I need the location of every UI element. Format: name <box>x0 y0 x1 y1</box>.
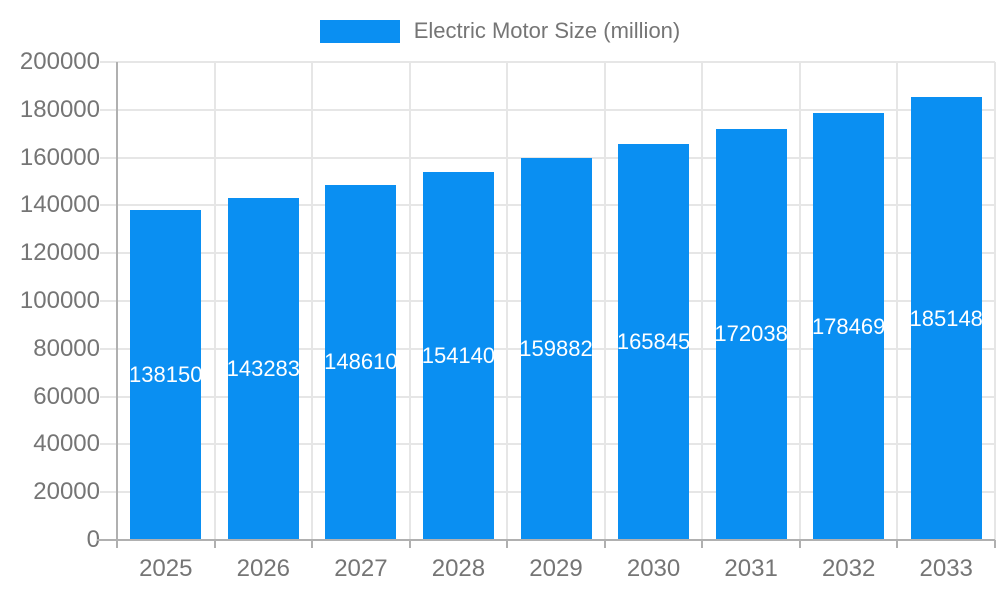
bar-value-label: 148610 <box>325 349 397 375</box>
bar-2028[interactable]: 154140 <box>422 171 494 540</box>
bar-value-label: 138150 <box>130 361 202 387</box>
bar-value-label: 172038 <box>715 321 787 347</box>
y-axis-tick-label: 40000 <box>33 430 100 458</box>
y-axis-tick-label: 0 <box>86 526 100 553</box>
v-gridline <box>506 62 509 540</box>
legend-swatch-icon <box>319 19 400 43</box>
v-gridline <box>896 62 899 540</box>
v-gridline <box>798 62 801 540</box>
y-axis-tick-label: 200000 <box>19 48 100 75</box>
x-axis-tick-label: 2032 <box>821 555 876 582</box>
v-gridline <box>994 62 996 540</box>
y-axis-tick-label: 100000 <box>19 287 100 314</box>
v-gridline <box>701 62 704 540</box>
bar-value-label: 159882 <box>520 335 592 361</box>
y-axis-tick-label: 120000 <box>19 239 100 267</box>
bar-2027[interactable]: 148610 <box>325 184 397 540</box>
bar-value-label: 154140 <box>422 342 494 368</box>
bar-value-label: 185148 <box>910 305 982 331</box>
x-axis-tick-label: 2029 <box>529 555 583 582</box>
x-axis-tick <box>701 540 704 548</box>
x-axis-tick-label: 2028 <box>431 555 486 582</box>
v-gridline <box>603 62 606 540</box>
bar-2031[interactable]: 172038 <box>715 128 787 540</box>
y-axis-tick-label: 80000 <box>33 334 100 362</box>
x-axis-tick-label: 2030 <box>626 555 681 582</box>
x-axis-tick <box>603 540 606 548</box>
x-axis-tick-label: 2031 <box>724 555 778 582</box>
h-gridline <box>100 108 995 111</box>
bar-2026[interactable]: 143283 <box>227 197 299 540</box>
y-axis-tick-label: 140000 <box>19 191 100 219</box>
x-axis-tick-label: 2033 <box>919 555 973 582</box>
x-axis-tick <box>896 540 899 548</box>
bar-value-label: 165845 <box>618 328 690 354</box>
h-gridline <box>100 61 995 63</box>
x-axis-tick-label: 2027 <box>334 555 388 582</box>
bar-2032[interactable]: 178469 <box>813 113 885 540</box>
bar-2030[interactable]: 165845 <box>618 143 690 540</box>
y-axis-tick-label: 160000 <box>19 143 100 171</box>
x-axis-tick-label: 2025 <box>139 555 193 582</box>
h-gridline <box>100 156 995 159</box>
bar-value-label: 178469 <box>813 313 885 339</box>
bar-2029[interactable]: 159882 <box>520 157 592 540</box>
x-axis-tick <box>994 540 996 548</box>
v-gridline <box>311 62 314 540</box>
y-axis-tick-label: 20000 <box>33 478 100 506</box>
x-axis-tick-label: 2026 <box>236 555 291 582</box>
x-axis-tick <box>213 540 216 548</box>
y-axis-line <box>116 62 118 548</box>
v-gridline <box>408 62 411 540</box>
y-axis-tick-label: 180000 <box>19 95 100 123</box>
bar-2033[interactable]: 185148 <box>910 97 982 540</box>
bar-2025[interactable]: 138150 <box>130 209 202 540</box>
v-gridline <box>213 62 216 540</box>
legend-label: Electric Motor Size (million) <box>413 18 681 43</box>
x-axis-tick <box>798 540 801 548</box>
x-axis-tick <box>311 540 314 548</box>
bar-value-label: 143283 <box>227 355 299 381</box>
x-axis-tick <box>408 540 411 548</box>
x-axis-tick <box>506 540 509 548</box>
legend[interactable]: Electric Motor Size (million) <box>0 18 1000 44</box>
y-axis-tick-label: 60000 <box>33 382 100 410</box>
x-axis-line <box>97 539 995 541</box>
